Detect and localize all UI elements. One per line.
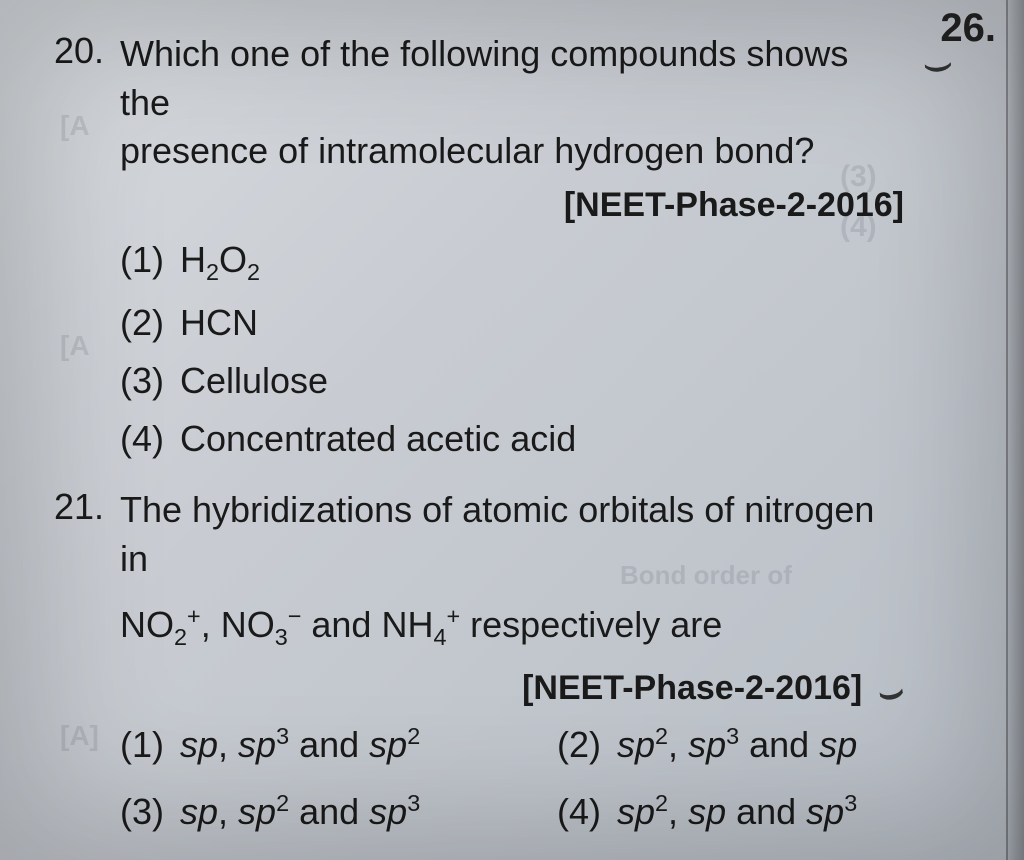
option-number: (4) <box>557 791 617 833</box>
question-number: 20. <box>50 30 120 72</box>
option-2: (2) HCN <box>120 302 994 344</box>
options-grid: (1) sp, sp3 and sp2 (2) sp2, sp3 and sp … <box>120 723 994 857</box>
option-number: (3) <box>120 791 180 833</box>
question-line: presence of intramolecular hydrogen bond… <box>120 130 814 171</box>
options-list: (1) H2O2 (2) HCN (3) Cellulose (4) Conce… <box>120 239 994 460</box>
option-text: H2O2 <box>180 239 994 286</box>
question-number: 21. <box>50 486 120 528</box>
question-21: 21. The hybridizations of atomic orbital… <box>50 486 994 857</box>
option-number: (1) <box>120 239 180 281</box>
option-text: sp, sp2 and sp3 <box>180 790 557 833</box>
option-number: (2) <box>557 724 617 766</box>
option-text: sp2, sp and sp3 <box>617 790 994 833</box>
option-2: (2) sp2, sp3 and sp <box>557 723 994 766</box>
option-text: Concentrated acetic acid <box>180 418 994 460</box>
checkmark-annotation-inline: ⌣ <box>874 668 908 717</box>
option-3: (3) Cellulose <box>120 360 994 402</box>
option-text: sp2, sp3 and sp <box>617 723 994 766</box>
question-text: Which one of the following compounds sho… <box>120 30 994 176</box>
option-3: (3) sp, sp2 and sp3 <box>120 790 557 833</box>
question-source: [NEET-Phase-2-2016] ⌣ <box>50 664 994 709</box>
source-text: [NEET-Phase-2-2016] <box>522 669 862 707</box>
option-1: (1) H2O2 <box>120 239 994 286</box>
option-4: (4) Concentrated acetic acid <box>120 418 994 460</box>
question-text: The hybridizations of atomic orbitals of… <box>120 486 994 654</box>
option-text: HCN <box>180 302 994 344</box>
page-right-edge <box>1006 0 1024 860</box>
option-4: (4) sp2, sp and sp3 <box>557 790 994 833</box>
question-source: [NEET-Phase-2-2016] <box>50 186 994 225</box>
option-text: sp, sp3 and sp2 <box>180 723 557 766</box>
question-line: Which one of the following compounds sho… <box>120 33 848 123</box>
option-number: (2) <box>120 302 180 344</box>
question-line: NO2+, NO3− and NH4+ respectively are <box>120 604 722 645</box>
option-number: (3) <box>120 360 180 402</box>
option-1: (1) sp, sp3 and sp2 <box>120 723 557 766</box>
question-line: The hybridizations of atomic orbitals of… <box>120 489 874 579</box>
checkmark-annotation-top: ⌣ <box>920 35 956 94</box>
option-text: Cellulose <box>180 360 994 402</box>
option-number: (1) <box>120 724 180 766</box>
option-number: (4) <box>120 418 180 460</box>
question-20: 20. Which one of the following compounds… <box>50 30 994 460</box>
